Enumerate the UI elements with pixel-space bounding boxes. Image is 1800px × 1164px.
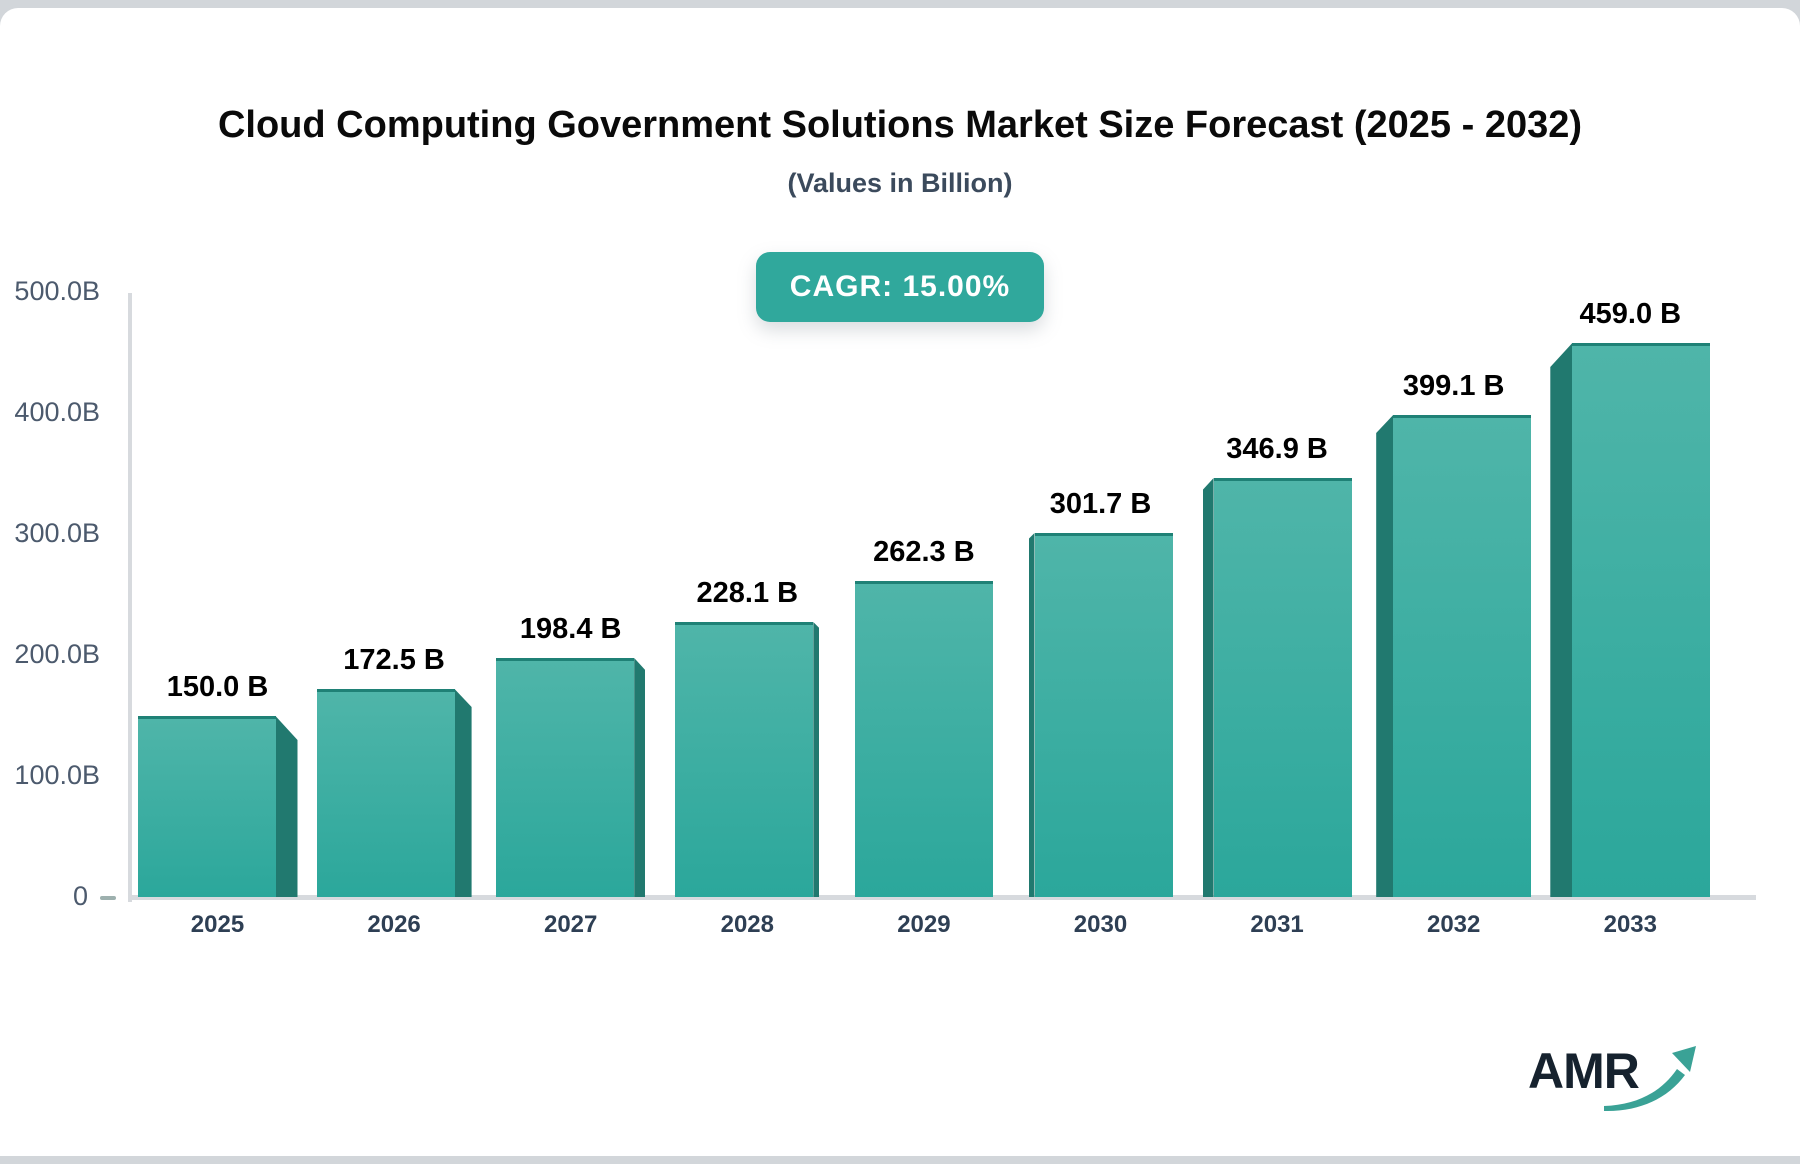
bar-2026: [316, 689, 472, 897]
amr-logo: AMR: [1528, 1042, 1718, 1114]
x-axis-tick-label: 2025: [190, 911, 245, 938]
x-axis-tick-label: 2029: [897, 911, 951, 938]
x-axis-tick-label: 2026: [367, 911, 421, 938]
bar-value-label: 301.7 B: [1049, 488, 1152, 520]
bar-value-label: 228.1 B: [696, 577, 799, 609]
x-axis-tick-label: 2030: [1073, 911, 1128, 938]
amr-logo-text: AMR: [1528, 1043, 1640, 1099]
y-axis-tick-label: 300.0B: [14, 518, 100, 548]
cagr-badge: CAGR: 15.00%: [755, 252, 1045, 322]
bar-value-label: 459.0 B: [1579, 298, 1682, 330]
bar-value-label: 399.1 B: [1402, 370, 1505, 402]
bar-2029: [854, 581, 993, 897]
bar-front-face: [316, 689, 455, 897]
bar-front-face: [675, 622, 814, 897]
bar-front-face: [496, 658, 635, 897]
bar-side-face: [1202, 478, 1214, 897]
chart-subtitle: (Values in Billion): [787, 168, 1013, 198]
bar-value-label: 346.9 B: [1226, 433, 1328, 465]
bar-2028: [675, 622, 820, 897]
bar-2033: [1550, 343, 1711, 897]
bar-2031: [1202, 478, 1352, 897]
bar-side-face: [454, 689, 472, 897]
y-axis-tick-label: 500.0B: [14, 276, 100, 306]
bar-value-label: 150.0 B: [166, 671, 269, 703]
x-axis-tick-label: 2033: [1603, 911, 1657, 938]
y-axis-tick-label: 200.0B: [14, 639, 100, 669]
chart-card: Cloud Computing Government Solutions Mar…: [0, 8, 1800, 1156]
chart-title: Cloud Computing Government Solutions Mar…: [217, 104, 1583, 146]
growth-arrow-icon: [1604, 1046, 1696, 1112]
bar-front-face: [1572, 343, 1711, 897]
x-axis-tick-label: 2031: [1250, 911, 1304, 938]
bar-value-label: 262.3 B: [873, 536, 975, 568]
plot-area: 500.0B 400.0B 300.0B 200.0B 100.0B 0 150.0 B 20…: [0, 8, 1800, 1164]
bar-2032: [1376, 415, 1532, 897]
y-axis-line: [128, 293, 132, 902]
y-axis-tick-label: 100.0B: [14, 760, 100, 790]
bar-side-face: [634, 658, 646, 897]
bar-side-face: [1376, 415, 1394, 897]
bar-value-label: 198.4 B: [519, 613, 622, 645]
bar-side-face: [275, 716, 298, 897]
y-axis-zero-tick: [100, 896, 116, 900]
y-axis-tick-label: 0: [72, 881, 88, 911]
x-axis-tick-label: 2028: [720, 911, 774, 938]
bar-front-face: [1213, 478, 1352, 897]
bar-side-face: [1550, 343, 1573, 897]
bar-2025: [137, 716, 298, 897]
x-axis-line: [128, 895, 1756, 900]
bar-front-face: [137, 716, 276, 897]
bar-value-label: 172.5 B: [343, 644, 445, 676]
bar-front-face: [854, 581, 993, 897]
bar-2030: [1028, 533, 1173, 897]
bar-front-face: [1034, 533, 1173, 897]
bar-2027: [496, 658, 646, 897]
bar-side-face: [1028, 533, 1035, 897]
x-axis-tick-label: 2027: [543, 911, 598, 938]
x-axis-tick-label: 2032: [1426, 911, 1481, 938]
bar-front-face: [1393, 415, 1532, 897]
bar-side-face: [813, 622, 820, 897]
y-axis-tick-label: 400.0B: [14, 397, 100, 427]
